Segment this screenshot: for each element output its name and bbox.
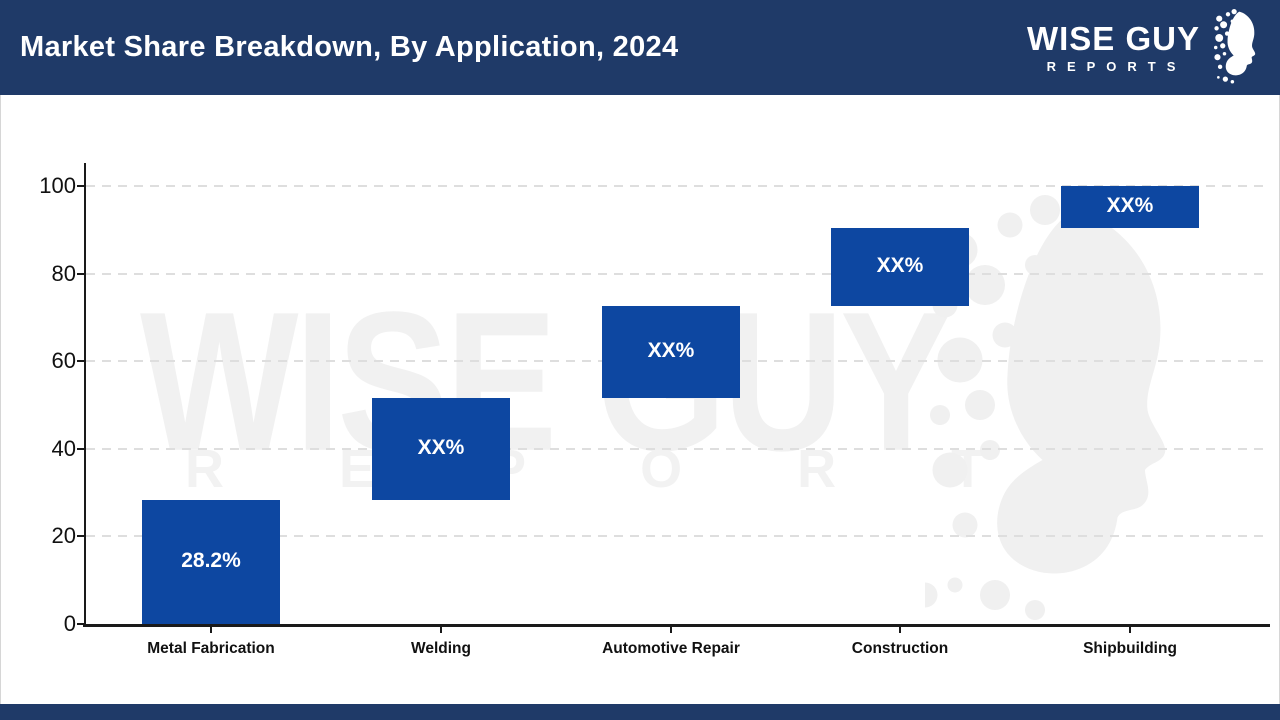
category-label-4: Construction xyxy=(851,640,949,657)
x-axis-line xyxy=(83,624,1270,627)
bar-value-label: XX% xyxy=(647,339,695,362)
logo-head-icon xyxy=(1213,8,1256,83)
y-tick-80 xyxy=(77,272,85,275)
x-tick-4 xyxy=(899,626,901,633)
gridline-y100 xyxy=(86,185,1268,187)
watermark-head-icon xyxy=(925,195,1166,620)
footer-bar xyxy=(0,704,1280,720)
logo-text: WISE GUY REPORTS xyxy=(1026,19,1200,74)
y-tick-label-80: 80 xyxy=(51,260,76,286)
y-tick-60 xyxy=(77,360,85,363)
logo-wiseguy-label: WISE GUY xyxy=(1026,19,1200,57)
waterfall-bar-1 xyxy=(142,500,280,624)
gridline-y20 xyxy=(86,535,1268,538)
y-tick-40 xyxy=(77,447,85,450)
x-tick-5 xyxy=(1129,626,1131,633)
x-tick-3 xyxy=(670,626,672,633)
bar-value-label: XX% xyxy=(417,436,465,460)
y-tick-0 xyxy=(77,623,85,625)
y-tick-label-100: 100 xyxy=(39,173,76,198)
y-tick-label-0: 0 xyxy=(63,611,76,636)
waterfall-bar-3 xyxy=(602,305,740,399)
category-label-2: Welding xyxy=(411,640,471,657)
category-label-1: Metal Fabrication xyxy=(147,640,275,657)
bar-value-label: XX% xyxy=(1106,194,1154,218)
bar-value-label: 28.2% xyxy=(181,549,241,573)
gridline-y40 xyxy=(86,447,1268,450)
header-bar: Market Share Breakdown, By Application, … xyxy=(0,0,1280,95)
y-tick-label-40: 40 xyxy=(51,435,76,461)
bar-value-label: XX% xyxy=(876,254,924,278)
wise-guy-reports-logo: WISE GUY REPORTS xyxy=(1026,8,1280,87)
y-tick-100 xyxy=(77,185,85,187)
logo-reports-label: REPORTS xyxy=(1046,58,1187,74)
watermark-text-wiseguy: WISE GUY xyxy=(140,270,952,493)
waterfall-bar-2 xyxy=(372,398,510,501)
category-label-5: Shipbuilding xyxy=(1083,640,1177,657)
y-tick-label-20: 20 xyxy=(51,523,76,549)
x-tick-1 xyxy=(210,626,212,633)
page-title: Market Share Breakdown, By Application, … xyxy=(20,31,679,63)
y-axis-line xyxy=(84,163,86,626)
y-tick-label-60: 60 xyxy=(51,348,76,374)
waterfall-bar-5 xyxy=(1061,186,1199,229)
x-tick-2 xyxy=(440,626,442,633)
gridline-y80 xyxy=(86,272,1268,275)
y-tick-20 xyxy=(77,535,85,538)
waterfall-bar-4 xyxy=(831,228,969,306)
category-label-3: Automotive Repair xyxy=(602,640,740,657)
